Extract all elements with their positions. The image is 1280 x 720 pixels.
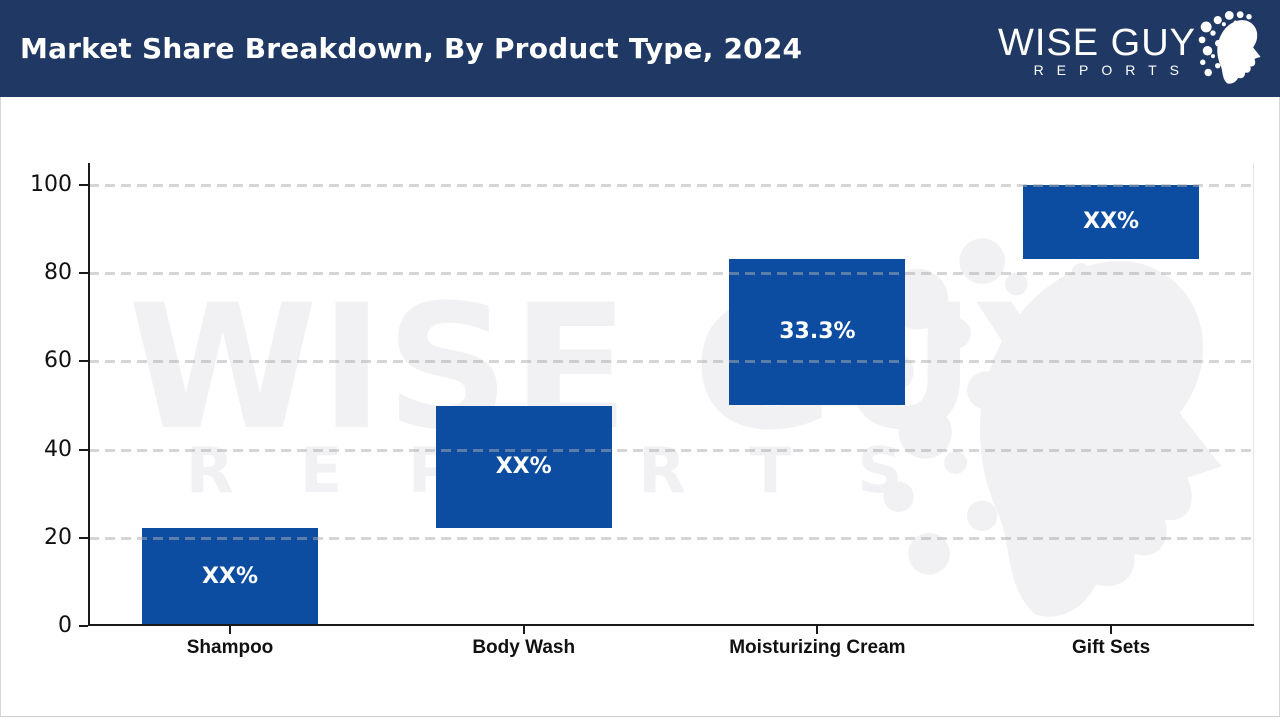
- y-tick-label-40: 40: [44, 436, 72, 462]
- y-tick-60: [79, 360, 88, 363]
- wiseguy-logo: WISE GUY REPORTS: [998, 6, 1266, 91]
- category-label-moisturizing-cream: Moisturizing Cream: [729, 637, 906, 658]
- y-tick-label-80: 80: [44, 260, 72, 286]
- y-tick-20: [79, 536, 88, 539]
- header: Market Share Breakdown, By Product Type,…: [0, 0, 1280, 97]
- bar-value-label-shampoo: XX%: [202, 564, 258, 590]
- plot-right-spine: [1253, 163, 1254, 624]
- y-tick-40: [79, 448, 88, 451]
- x-tick-gift-sets: [1110, 626, 1113, 634]
- x-tick-shampoo: [229, 626, 231, 634]
- category-label-body-wash: Body Wash: [472, 637, 576, 658]
- x-tick-body-wash: [522, 626, 525, 634]
- y-tick-label-0: 0: [58, 613, 72, 638]
- gridline-60: [89, 360, 1253, 364]
- watermark-head-dots-icon: [875, 209, 1222, 617]
- y-tick-100: [79, 184, 88, 186]
- bar-body-wash: [435, 405, 612, 529]
- logo-subtitle: REPORTS: [1033, 62, 1192, 78]
- gridline-20: [89, 536, 1253, 540]
- gridline-40: [89, 448, 1253, 452]
- bar-value-label-body-wash: XX%: [495, 453, 552, 479]
- bar-shampoo: [142, 528, 318, 626]
- category-label-shampoo: Shampoo: [186, 637, 274, 658]
- gridline-80: [89, 272, 1253, 276]
- y-tick-label-60: 60: [44, 348, 72, 374]
- y-tick-label-100: 100: [30, 172, 72, 197]
- bar-moisturizing-cream: [729, 258, 906, 406]
- bar-value-label-moisturizing-cream: 33.3%: [779, 319, 856, 345]
- y-tick-80: [79, 272, 88, 275]
- category-label-gift-sets: Gift Sets: [1072, 637, 1151, 658]
- y-tick-0: [79, 625, 88, 627]
- y-tick-label-20: 20: [44, 524, 72, 550]
- bar-value-label-gift-sets: XX%: [1083, 208, 1140, 234]
- gridline-100: [89, 184, 1253, 187]
- bar-gift-sets: [1023, 185, 1200, 259]
- page-title: Market Share Breakdown, By Product Type,…: [20, 32, 803, 65]
- head-dots-icon: [1198, 10, 1261, 84]
- x-tick-moisturizing-cream: [816, 626, 819, 634]
- logo-wordmark: WISE GUY: [997, 22, 1196, 64]
- y-axis-spine: [88, 163, 90, 626]
- x-axis-spine: [88, 624, 1254, 626]
